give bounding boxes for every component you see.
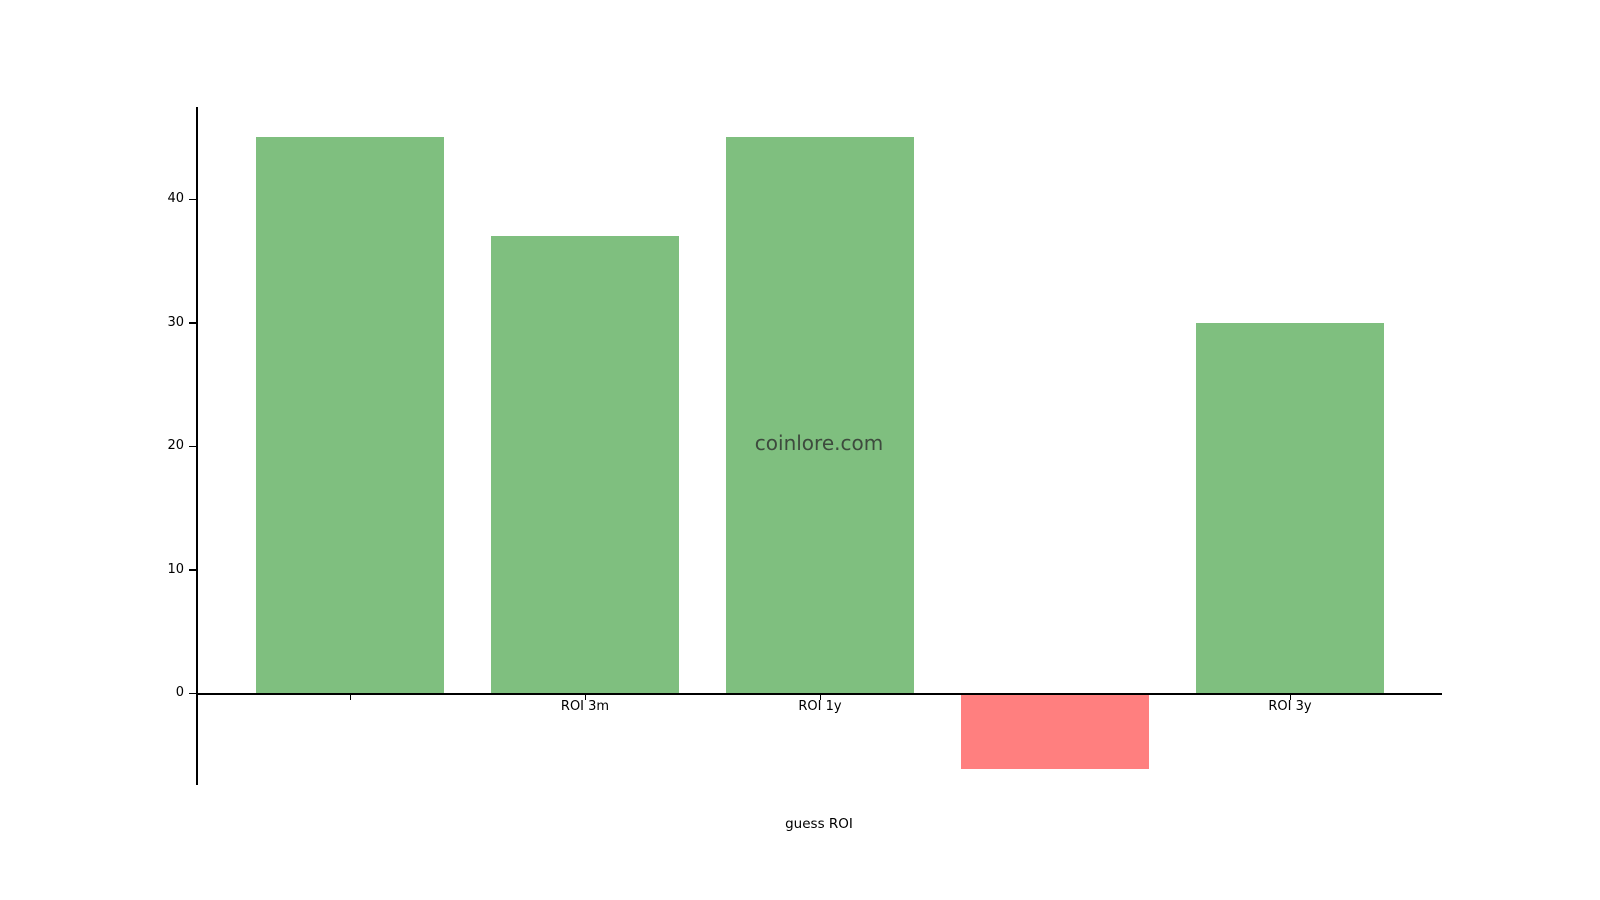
x-tick-label-2: ROI 1y [798,699,842,714]
y-tick-label-10: 10 [167,561,184,577]
x-tick-label-1: ROI 3m [560,699,610,714]
x-tick-mark-1 [584,694,586,700]
x-tick-mark-4 [1289,694,1291,700]
bar-1-roi-3m [491,236,679,693]
x-axis-zero-line [196,693,1442,695]
x-tick-mark-0 [349,694,351,700]
y-tick-mark-30 [189,322,196,324]
bar-0 [256,137,444,693]
y-tick-label-20: 20 [167,438,184,453]
y-axis-spine [196,107,198,785]
bar-3 [961,694,1149,769]
x-tick-label-4: ROI 3y [1268,699,1312,714]
y-tick-mark-40 [189,198,196,200]
watermark-text: coinlore.com [754,431,884,455]
x-tick-mark-2 [819,694,821,700]
y-tick-mark-0 [189,692,196,694]
y-tick-label-30: 30 [167,314,184,330]
y-tick-mark-10 [189,569,196,571]
x-axis-title: guess ROI [785,816,853,832]
y-tick-mark-20 [189,445,196,447]
y-tick-label-0: 0 [175,685,184,700]
y-tick-label-40: 40 [167,191,184,206]
bar-4-roi-3y [1196,322,1384,693]
bar-2-roi-1y [726,137,914,693]
